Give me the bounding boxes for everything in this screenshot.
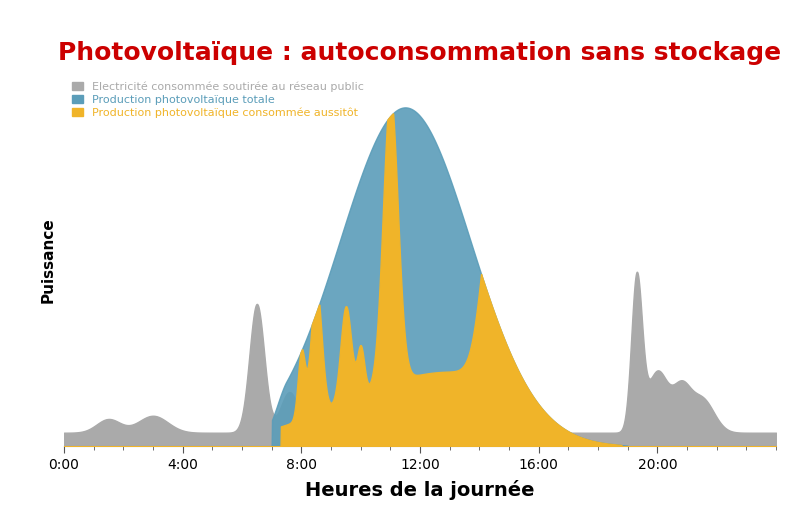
Y-axis label: Puissance: Puissance xyxy=(41,217,56,303)
Legend: Electricité consommée soutirée au réseau public, Production photovoltaïque total: Electricité consommée soutirée au réseau… xyxy=(70,79,366,120)
X-axis label: Heures de la journée: Heures de la journée xyxy=(306,480,534,500)
Title: Photovoltaïque : autoconsommation sans stockage: Photovoltaïque : autoconsommation sans s… xyxy=(58,40,782,65)
